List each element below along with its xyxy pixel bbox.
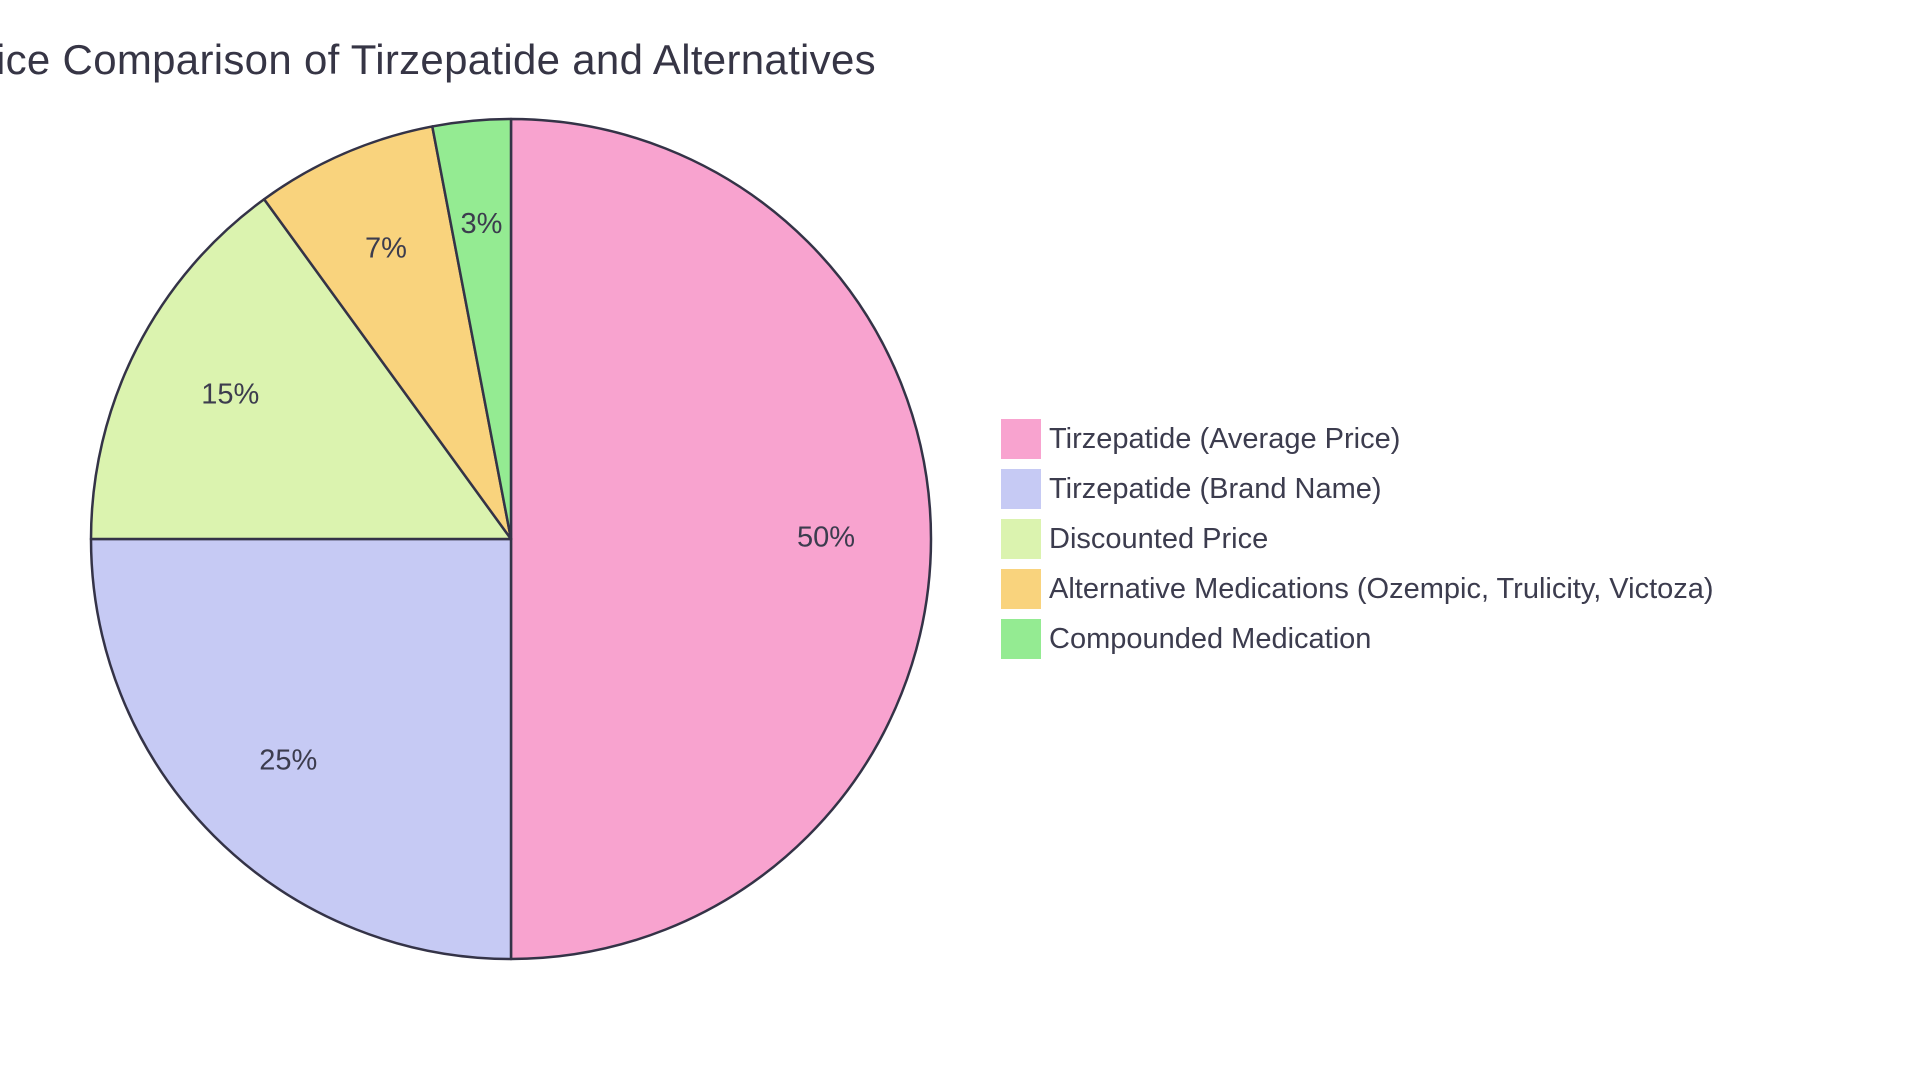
legend-item: Tirzepatide (Brand Name) — [1001, 464, 1714, 514]
legend-item: Tirzepatide (Average Price) — [1001, 414, 1714, 464]
legend-item: Compounded Medication — [1001, 614, 1714, 664]
legend-label: Tirzepatide (Average Price) — [1049, 422, 1401, 455]
legend-swatch — [1001, 419, 1041, 459]
pie-slice-3 — [262, 125, 513, 541]
legend-label: Discounted Price — [1049, 522, 1269, 555]
legend-swatch — [1001, 569, 1041, 609]
pie-slice-2 — [89, 197, 513, 541]
pie-slice-1 — [89, 537, 513, 961]
legend-item: Alternative Medications (Ozempic, Trulic… — [1001, 564, 1714, 614]
legend-swatch — [1001, 469, 1041, 509]
legend-label: Compounded Medication — [1049, 622, 1372, 655]
legend-label: Alternative Medications (Ozempic, Trulic… — [1049, 572, 1714, 605]
legend-item: Discounted Price — [1001, 514, 1714, 564]
legend-label: Tirzepatide (Brand Name) — [1049, 472, 1382, 505]
slice-percent-label: 7% — [365, 233, 407, 265]
pie-slice-0 — [509, 117, 933, 961]
slice-percent-label: 25% — [259, 744, 317, 776]
legend-swatch — [1001, 619, 1041, 659]
slice-percent-label: 3% — [460, 208, 502, 240]
legend: Tirzepatide (Average Price) Tirzepatide (… — [1001, 414, 1714, 664]
pie-slice-4 — [431, 117, 513, 541]
legend-swatch — [1001, 519, 1041, 559]
slice-percent-label: 50% — [797, 522, 855, 554]
chart-title: ice Comparison of Tirzepatide and Altern… — [0, 36, 876, 83]
slice-percent-label: 15% — [201, 379, 259, 411]
